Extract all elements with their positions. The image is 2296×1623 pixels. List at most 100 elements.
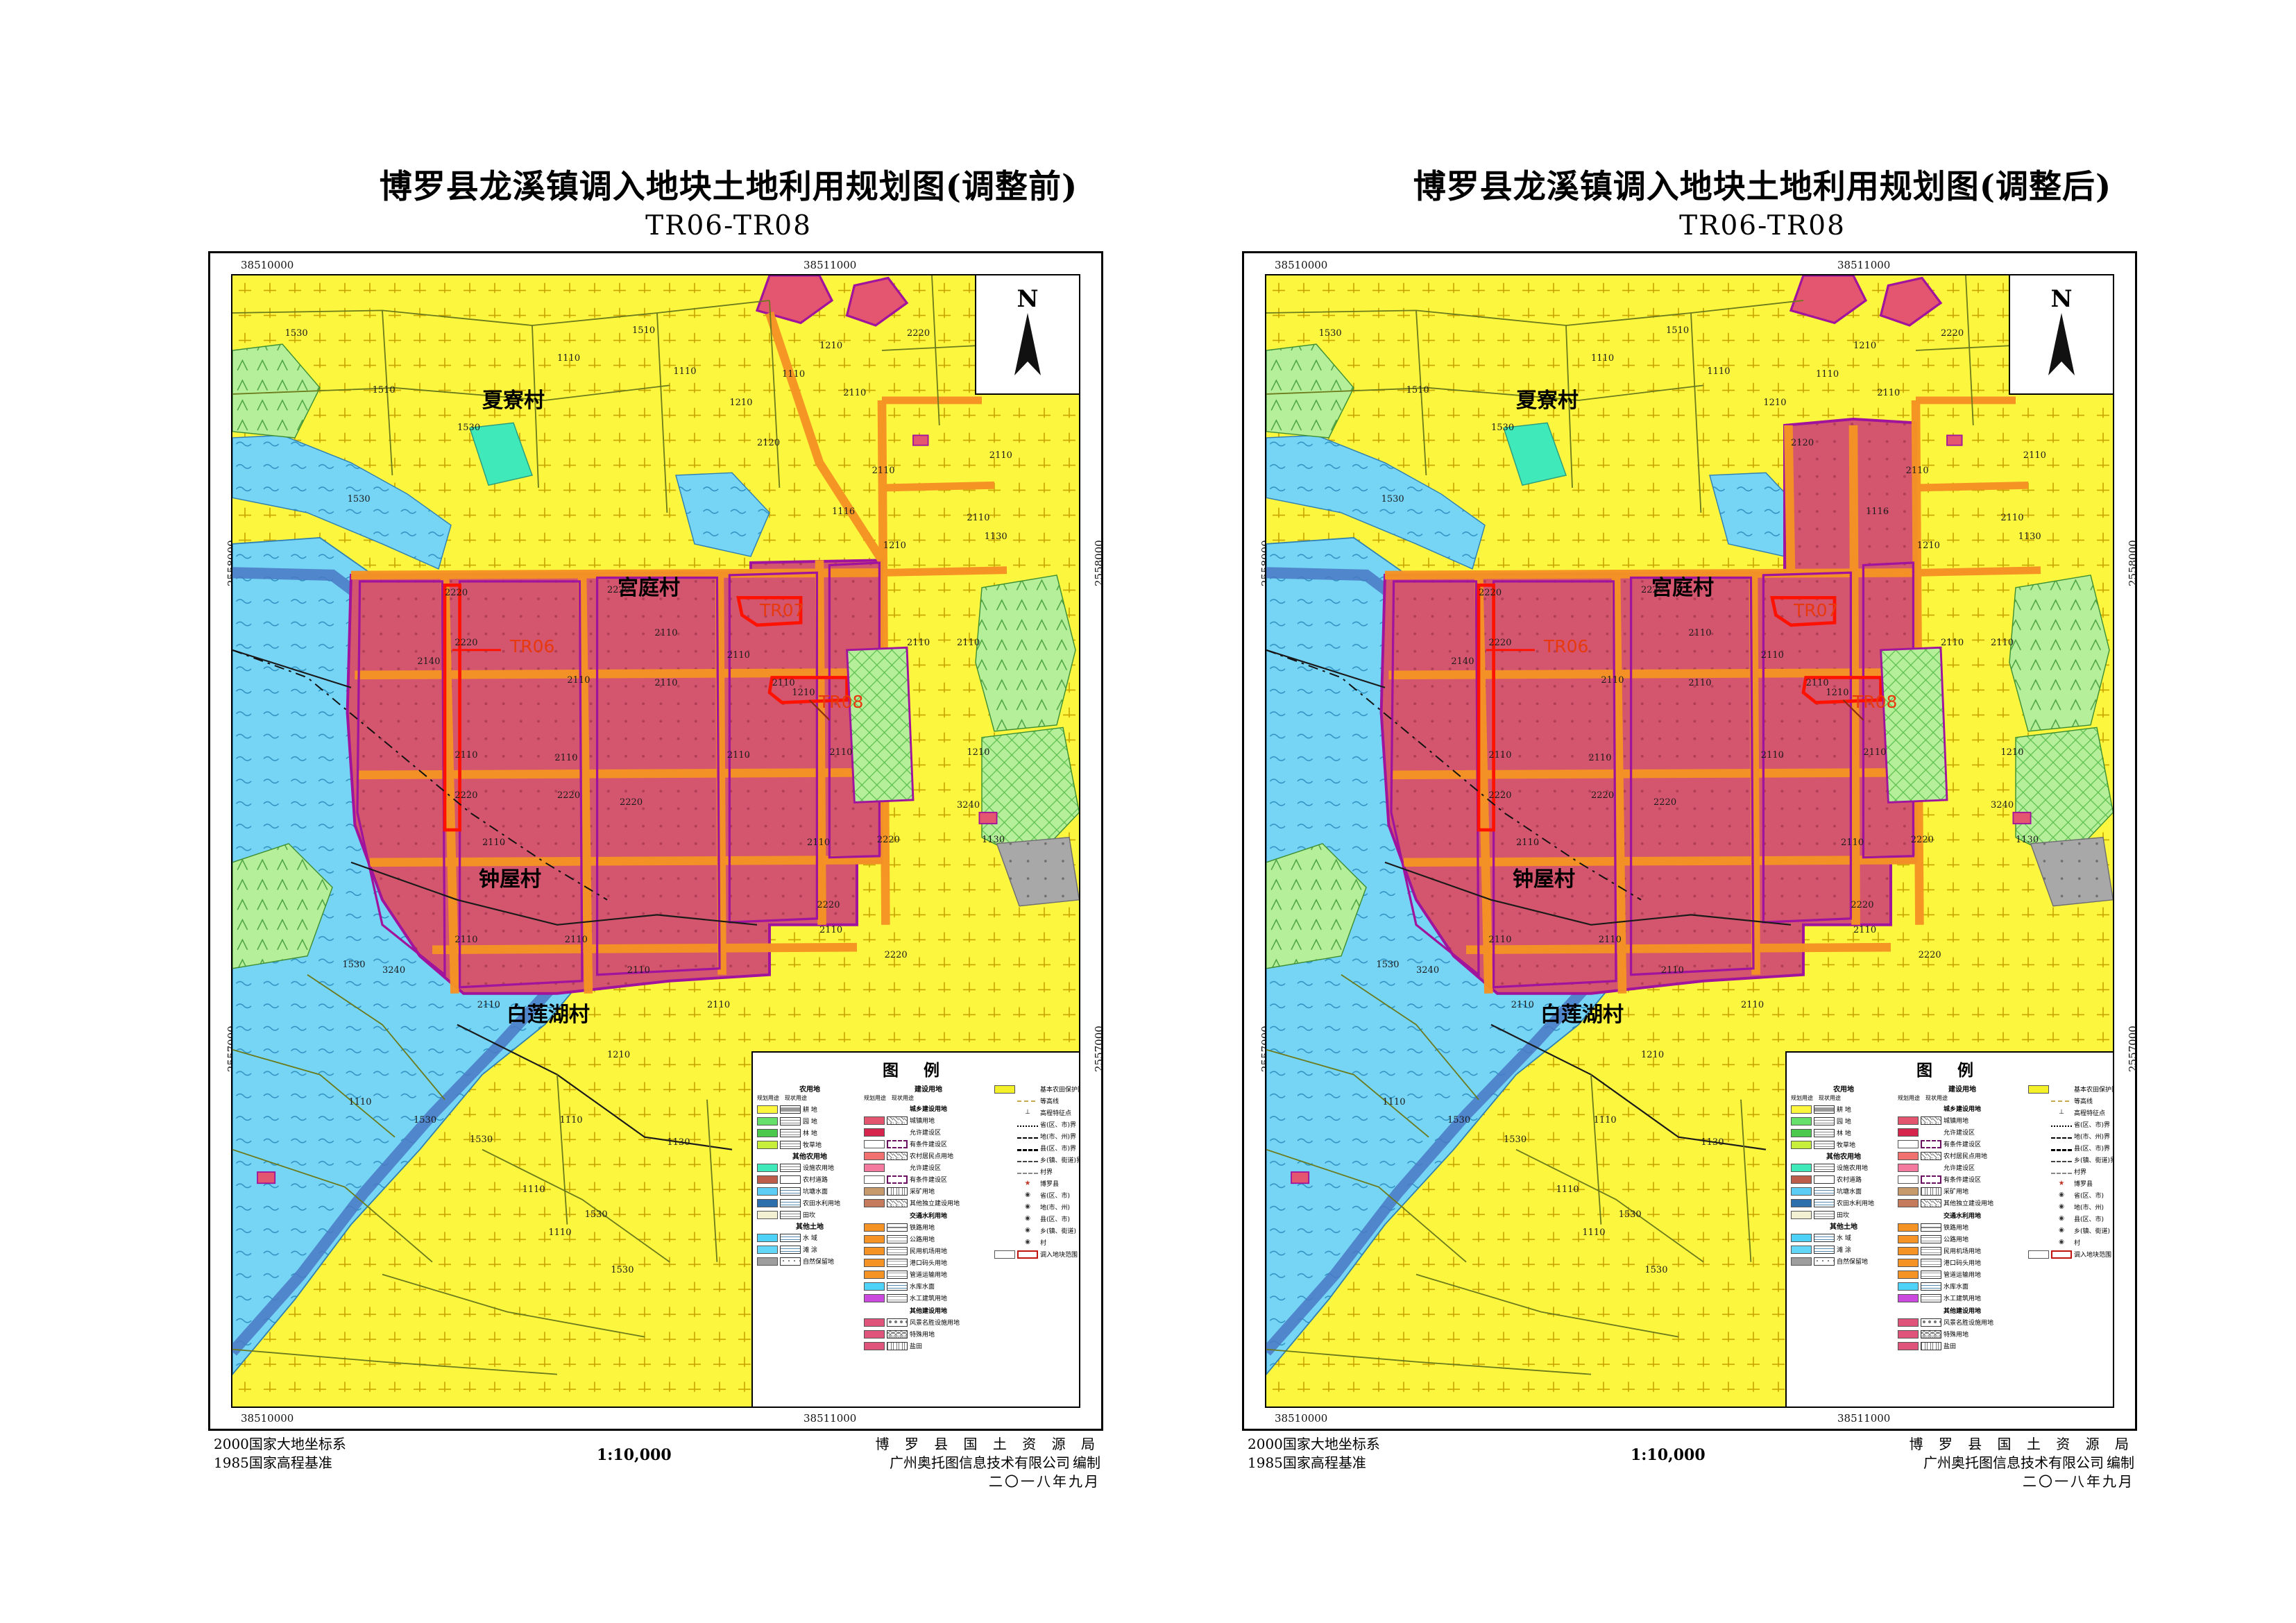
legend-group-heading: 其他建设用地 bbox=[1943, 1308, 1981, 1315]
map-inner-frame-after: 夏寮村 宫庭村 钟屋村 白莲湖村 TR06 TR07 TR08 1530 1530… bbox=[1265, 274, 2114, 1408]
legend-pattern-swatch: ◉ bbox=[2059, 1203, 2064, 1210]
legend-item-label: 园 地 bbox=[803, 1119, 817, 1125]
parcel-code: 1110 bbox=[1382, 1097, 1406, 1108]
page-title-before: 博罗县龙溪镇调入地块土地利用规划图(调整前) bbox=[379, 168, 1078, 206]
legend-item-label: 耕 地 bbox=[1837, 1107, 1851, 1114]
legend-item-label: 水工建筑用地 bbox=[1944, 1295, 1982, 1302]
legend-pattern-swatch: ◉ bbox=[1025, 1203, 1030, 1210]
legend-pattern-swatch: ◉ bbox=[2059, 1191, 2064, 1198]
legend-item-label: 博罗县 bbox=[2074, 1181, 2093, 1188]
legend-pattern-swatch bbox=[887, 1234, 908, 1243]
legend-item-label: 地(市、州) bbox=[1040, 1205, 1071, 1212]
parcel-code: 2110 bbox=[1588, 752, 1612, 763]
north-label: N bbox=[1017, 285, 1039, 313]
parcel-code: 2110 bbox=[829, 747, 853, 758]
legend-swatch bbox=[757, 1198, 778, 1207]
legend-item-label: 农田水利用地 bbox=[1837, 1200, 1875, 1207]
grid-label-bottom-right-before: 38511000 bbox=[803, 1412, 857, 1425]
legend-item: 牧草地 bbox=[1791, 1139, 1896, 1150]
legend-swatch bbox=[1791, 1116, 1812, 1125]
legend-item: 基本农田保护区 bbox=[2028, 1083, 2113, 1095]
legend-item-label: 公路用地 bbox=[910, 1237, 935, 1243]
legend-pattern-swatch bbox=[1921, 1270, 1941, 1279]
legend-swatch bbox=[1898, 1198, 1919, 1207]
legend-pattern-swatch bbox=[2051, 1137, 2072, 1139]
legend-column-construction: 建设用地 规划用途 现状用途 城乡建设用地 城镇用地 允许建设区 有条件建设区 农村居民点用地… bbox=[1898, 1083, 2027, 1352]
parcel-code: 1530 bbox=[342, 960, 366, 971]
legend-swatch bbox=[2028, 1168, 2049, 1176]
parcel-code: 2110 bbox=[1488, 935, 1512, 946]
legend-item: 地(市、州)界 bbox=[994, 1130, 1076, 1142]
legend-item: 园 地 bbox=[757, 1115, 862, 1127]
north-arrow-box: N bbox=[2009, 275, 2113, 395]
map-frame-before: 38510000 38511000 38510000 38511000 2558… bbox=[208, 251, 1105, 1431]
legend-swatch bbox=[1898, 1116, 1919, 1125]
legend-pattern-swatch bbox=[1921, 1293, 1941, 1302]
legend-item: 铁路用地 bbox=[1898, 1221, 2027, 1233]
legend-swatch bbox=[864, 1246, 885, 1255]
legend-item-label: 滩 涂 bbox=[803, 1247, 817, 1254]
legend-item: 港口码头用地 bbox=[864, 1257, 993, 1268]
legend-item: 滩 涂 bbox=[1791, 1243, 1896, 1255]
legend-pattern-swatch bbox=[887, 1187, 908, 1196]
page-subtitle-before: TR06-TR08 bbox=[645, 210, 812, 241]
parcel-code: 1530 bbox=[1491, 423, 1515, 434]
legend-swatch bbox=[757, 1140, 778, 1149]
legend-swatch bbox=[864, 1151, 885, 1160]
parcel-code: 1210 bbox=[2000, 747, 2024, 758]
legend-swatch bbox=[864, 1163, 885, 1172]
parcel-code: 1130 bbox=[667, 1137, 690, 1148]
legend-swatch bbox=[1791, 1105, 1812, 1114]
legend-item: 农村道路 bbox=[1791, 1173, 1896, 1185]
village-label: 宫庭村 bbox=[1651, 576, 1714, 600]
legend-swatch bbox=[1898, 1258, 1919, 1267]
legend-item: ★ 博罗县 bbox=[994, 1178, 1076, 1189]
village-label: 钟屋村 bbox=[1513, 867, 1575, 892]
legend-swatch bbox=[1898, 1163, 1919, 1172]
legend-item-label: 省(区、市) bbox=[1040, 1193, 1071, 1200]
grid-label-right-lower-before: 2557000 bbox=[1093, 1026, 1105, 1072]
legend-pattern-swatch bbox=[1921, 1282, 1941, 1291]
parcel-code: 2110 bbox=[1991, 638, 2014, 648]
legend-item: 其他独立建设用地 bbox=[864, 1197, 993, 1209]
parcel-code: 1130 bbox=[984, 532, 1007, 542]
legend-item: 牧草地 bbox=[757, 1139, 862, 1150]
legend-pattern-swatch bbox=[1814, 1210, 1835, 1219]
legend-subheads: 规划用途 现状用途 bbox=[1898, 1095, 1948, 1101]
legend-group-heading: 交通水利用地 bbox=[1943, 1213, 1981, 1220]
legend-item-label: 村 bbox=[1040, 1240, 1047, 1247]
legend-item-label: 林 地 bbox=[1837, 1130, 1851, 1137]
legend-swatch bbox=[994, 1144, 1015, 1153]
legend-pattern-swatch bbox=[780, 1128, 801, 1137]
parcel-code: 2110 bbox=[482, 838, 506, 848]
legend-pattern-swatch bbox=[1814, 1198, 1835, 1207]
parcel-code: 1110 bbox=[522, 1184, 545, 1196]
legend-swatch bbox=[864, 1139, 885, 1148]
legend-item: ★ 博罗县 bbox=[2028, 1178, 2110, 1189]
legend-item: 城镇用地 bbox=[864, 1114, 993, 1126]
legend-pattern-swatch bbox=[1921, 1116, 1941, 1125]
legend-item-label: 其他独立建设用地 bbox=[1944, 1200, 1994, 1207]
legend-item: 基本农田保护区 bbox=[994, 1083, 1079, 1095]
parcel-code: 2110 bbox=[454, 935, 478, 946]
legend-pattern-swatch bbox=[780, 1105, 801, 1114]
legend-item-label: 水库水面 bbox=[1944, 1284, 1969, 1291]
legend-item: ◉ 县(区、市) bbox=[994, 1213, 1076, 1225]
parcel-code: 1130 bbox=[2016, 835, 2039, 846]
map-canvas-before[interactable]: 夏寮村 宫庭村 钟屋村 白莲湖村 TR06 TR07 TR08 1530 1530… bbox=[232, 275, 1079, 1407]
legend-item-label: 特殊用地 bbox=[910, 1332, 935, 1339]
legend-swatch bbox=[1898, 1329, 1919, 1339]
legend-swatch bbox=[864, 1234, 885, 1243]
map-canvas-after[interactable]: 夏寮村 宫庭村 钟屋村 白莲湖村 TR06 TR07 TR08 1530 1530… bbox=[1266, 275, 2113, 1407]
legend-column-symbols: 基本农田保护区 等高线 ⊥ 高程特征点 省(区、市)界 地(市、州)界 县(区、市)界 乡(镇… bbox=[2028, 1083, 2113, 1352]
parcel-code: 1110 bbox=[548, 1227, 572, 1238]
parcel-code: 1530 bbox=[1376, 960, 1400, 971]
legend-pattern-swatch bbox=[887, 1116, 908, 1125]
legend-item: 坑塘水面 bbox=[1791, 1185, 1896, 1197]
legend-pattern-swatch bbox=[1814, 1116, 1835, 1125]
legend-item: ◉ 省(区、市) bbox=[2028, 1189, 2110, 1201]
parcel-code: 3240 bbox=[957, 800, 980, 810]
legend-swatch bbox=[864, 1198, 885, 1207]
footer-issuer-block: 博 罗 县 国 土 资 源 局 广州奥托图信息技术有限公司 编制 二〇一八年九月 bbox=[1909, 1435, 2134, 1491]
parcel-code: 1110 bbox=[557, 352, 581, 364]
